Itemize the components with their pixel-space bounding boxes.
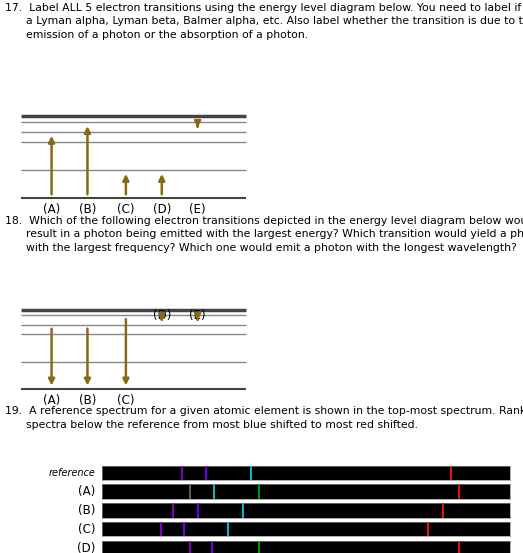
Text: (B): (B) — [79, 394, 96, 407]
Text: (C): (C) — [117, 203, 134, 216]
Text: (C): (C) — [78, 523, 96, 536]
Text: (B): (B) — [78, 504, 96, 517]
Text: (D): (D) — [153, 309, 171, 322]
Text: (A): (A) — [43, 394, 60, 407]
Text: (C): (C) — [117, 394, 134, 407]
Text: (A): (A) — [78, 485, 96, 498]
Text: (E): (E) — [189, 203, 206, 216]
Text: reference: reference — [49, 468, 96, 478]
Text: 17.  Label ALL 5 electron transitions using the energy level diagram below. You : 17. Label ALL 5 electron transitions usi… — [5, 3, 523, 40]
Text: 18.  Which of the following electron transitions depicted in the energy level di: 18. Which of the following electron tran… — [5, 216, 523, 253]
Text: (E): (E) — [189, 309, 206, 322]
Text: (A): (A) — [43, 203, 60, 216]
Text: (D): (D) — [153, 203, 171, 216]
Text: (B): (B) — [79, 203, 96, 216]
Text: 19.  A reference spectrum for a given atomic element is shown in the top-most sp: 19. A reference spectrum for a given ato… — [5, 406, 523, 430]
Text: (D): (D) — [77, 541, 96, 553]
